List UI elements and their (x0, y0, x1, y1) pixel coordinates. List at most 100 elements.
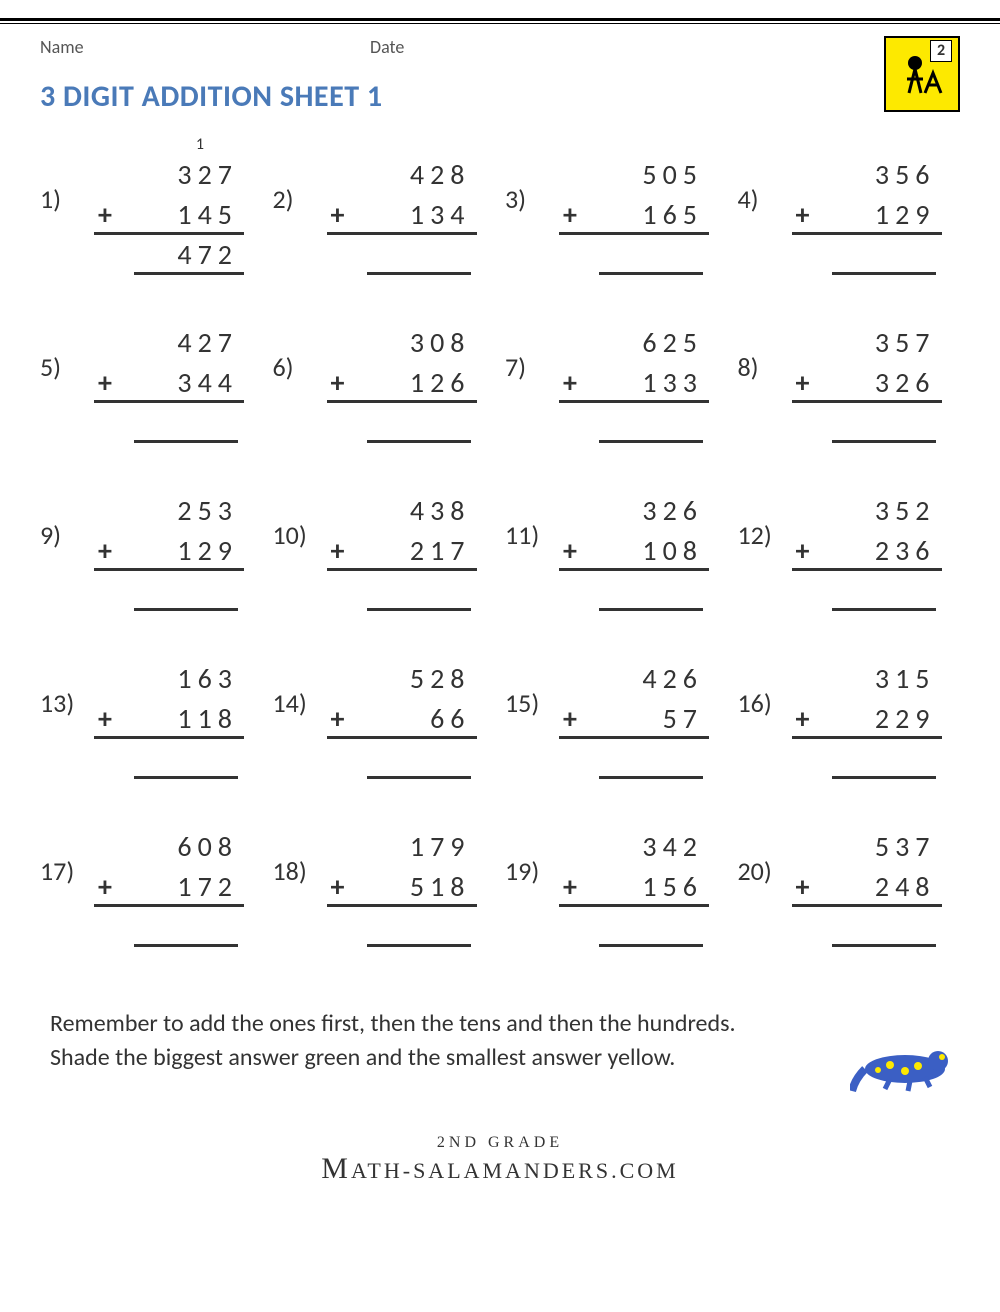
instruction-line-1: Remember to add the ones first, then the… (50, 1007, 950, 1041)
bottom-addend: +229 (792, 699, 942, 739)
top-addend: 608 (94, 827, 244, 867)
grade-logo-icon: 2 (884, 36, 960, 112)
problem-number: 19) (505, 827, 559, 887)
plus-icon: + (563, 531, 577, 571)
plus-icon: + (98, 363, 112, 403)
problem-number: 5) (40, 323, 94, 383)
plus-icon: + (331, 531, 345, 571)
problem: 16)315+229 (738, 659, 961, 779)
answer-blank (367, 907, 471, 947)
problem-number: 2) (273, 155, 327, 215)
problem: 4)356+129 (738, 155, 961, 275)
top-addend: 505 (559, 155, 709, 195)
problem: 14)528+66 (273, 659, 496, 779)
problem-stack: 315+229 (792, 659, 942, 779)
answer-blank (134, 571, 238, 611)
top-addend: 537 (792, 827, 942, 867)
top-addend: 352 (792, 491, 942, 531)
bottom-addend: +126 (327, 363, 477, 403)
top-addend: 426 (559, 659, 709, 699)
problem-stack: 326+108 (559, 491, 709, 611)
plus-icon: + (796, 699, 810, 739)
problem-stack: 528+66 (327, 659, 477, 779)
problem: 12)352+236 (738, 491, 961, 611)
problem-stack: 253+129 (94, 491, 244, 611)
problem-number: 7) (505, 323, 559, 383)
problem-stack: 438+217 (327, 491, 477, 611)
problem-stack: 426+57 (559, 659, 709, 779)
problem-stack: 505+165 (559, 155, 709, 275)
plus-icon: + (98, 699, 112, 739)
plus-icon: + (563, 867, 577, 907)
plus-icon: + (331, 363, 345, 403)
top-addend: 356 (792, 155, 942, 195)
problem-stack: 308+126 (327, 323, 477, 443)
problem: 7)625+133 (505, 323, 728, 443)
answer-blank (367, 571, 471, 611)
problem-number: 13) (40, 659, 94, 719)
answer: 472 (134, 235, 244, 275)
bottom-addend: +236 (792, 531, 942, 571)
top-addend: 342 (559, 827, 709, 867)
answer-blank (134, 739, 238, 779)
problem: 1)1327+145472 (40, 155, 263, 275)
problem-number: 3) (505, 155, 559, 215)
plus-icon: + (331, 195, 345, 235)
problem-number: 14) (273, 659, 327, 719)
plus-icon: + (98, 867, 112, 907)
problem-number: 9) (40, 491, 94, 551)
problem-number: 1) (40, 155, 94, 215)
problem: 10)438+217 (273, 491, 496, 611)
plus-icon: + (563, 699, 577, 739)
answer-blank (832, 571, 936, 611)
problem-number: 10) (273, 491, 327, 551)
footer-grade: 2ND GRADE (40, 1134, 960, 1152)
bottom-addend: +344 (94, 363, 244, 403)
top-addend: 528 (327, 659, 477, 699)
problem: 11)326+108 (505, 491, 728, 611)
answer-blank (599, 571, 703, 611)
top-addend: 315 (792, 659, 942, 699)
plus-icon: + (796, 363, 810, 403)
answer-blank (599, 235, 703, 275)
problem-stack: 608+172 (94, 827, 244, 947)
answer-blank (367, 235, 471, 275)
problem-number: 20) (738, 827, 792, 887)
problem: 8)357+326 (738, 323, 961, 443)
problem-number: 17) (40, 827, 94, 887)
problem-stack: 537+248 (792, 827, 942, 947)
bottom-addend: +108 (559, 531, 709, 571)
problem-number: 6) (273, 323, 327, 383)
problem-stack: 428+134 (327, 155, 477, 275)
footer-site: MATH-SALAMANDERS.COM (40, 1152, 960, 1186)
plus-icon: + (796, 531, 810, 571)
answer-blank (832, 235, 936, 275)
bottom-addend: +156 (559, 867, 709, 907)
top-addend: 179 (327, 827, 477, 867)
top-addend: 427 (94, 323, 244, 363)
problem: 3)505+165 (505, 155, 728, 275)
top-addend: 327 (94, 155, 244, 195)
answer-blank (134, 403, 238, 443)
problem: 9)253+129 (40, 491, 263, 611)
bottom-addend: +129 (94, 531, 244, 571)
bottom-addend: +57 (559, 699, 709, 739)
bottom-addend: +172 (94, 867, 244, 907)
problem: 5)427+344 (40, 323, 263, 443)
problem-number: 8) (738, 323, 792, 383)
name-label: Name (40, 36, 370, 58)
top-addend: 163 (94, 659, 244, 699)
plus-icon: + (98, 195, 112, 235)
top-addend: 326 (559, 491, 709, 531)
bottom-addend: +165 (559, 195, 709, 235)
salamander-icon (850, 1039, 960, 1094)
instructions: Remember to add the ones first, then the… (40, 977, 960, 1084)
answer-blank (134, 907, 238, 947)
worksheet-page: Name Date 2 3 DIGIT ADDITION SHEET 1 1)1… (0, 36, 1000, 1186)
top-addend: 253 (94, 491, 244, 531)
carry-digit: 1 (196, 135, 204, 154)
bottom-addend: +66 (327, 699, 477, 739)
problem-number: 16) (738, 659, 792, 719)
answer-blank (367, 739, 471, 779)
plus-icon: + (563, 195, 577, 235)
